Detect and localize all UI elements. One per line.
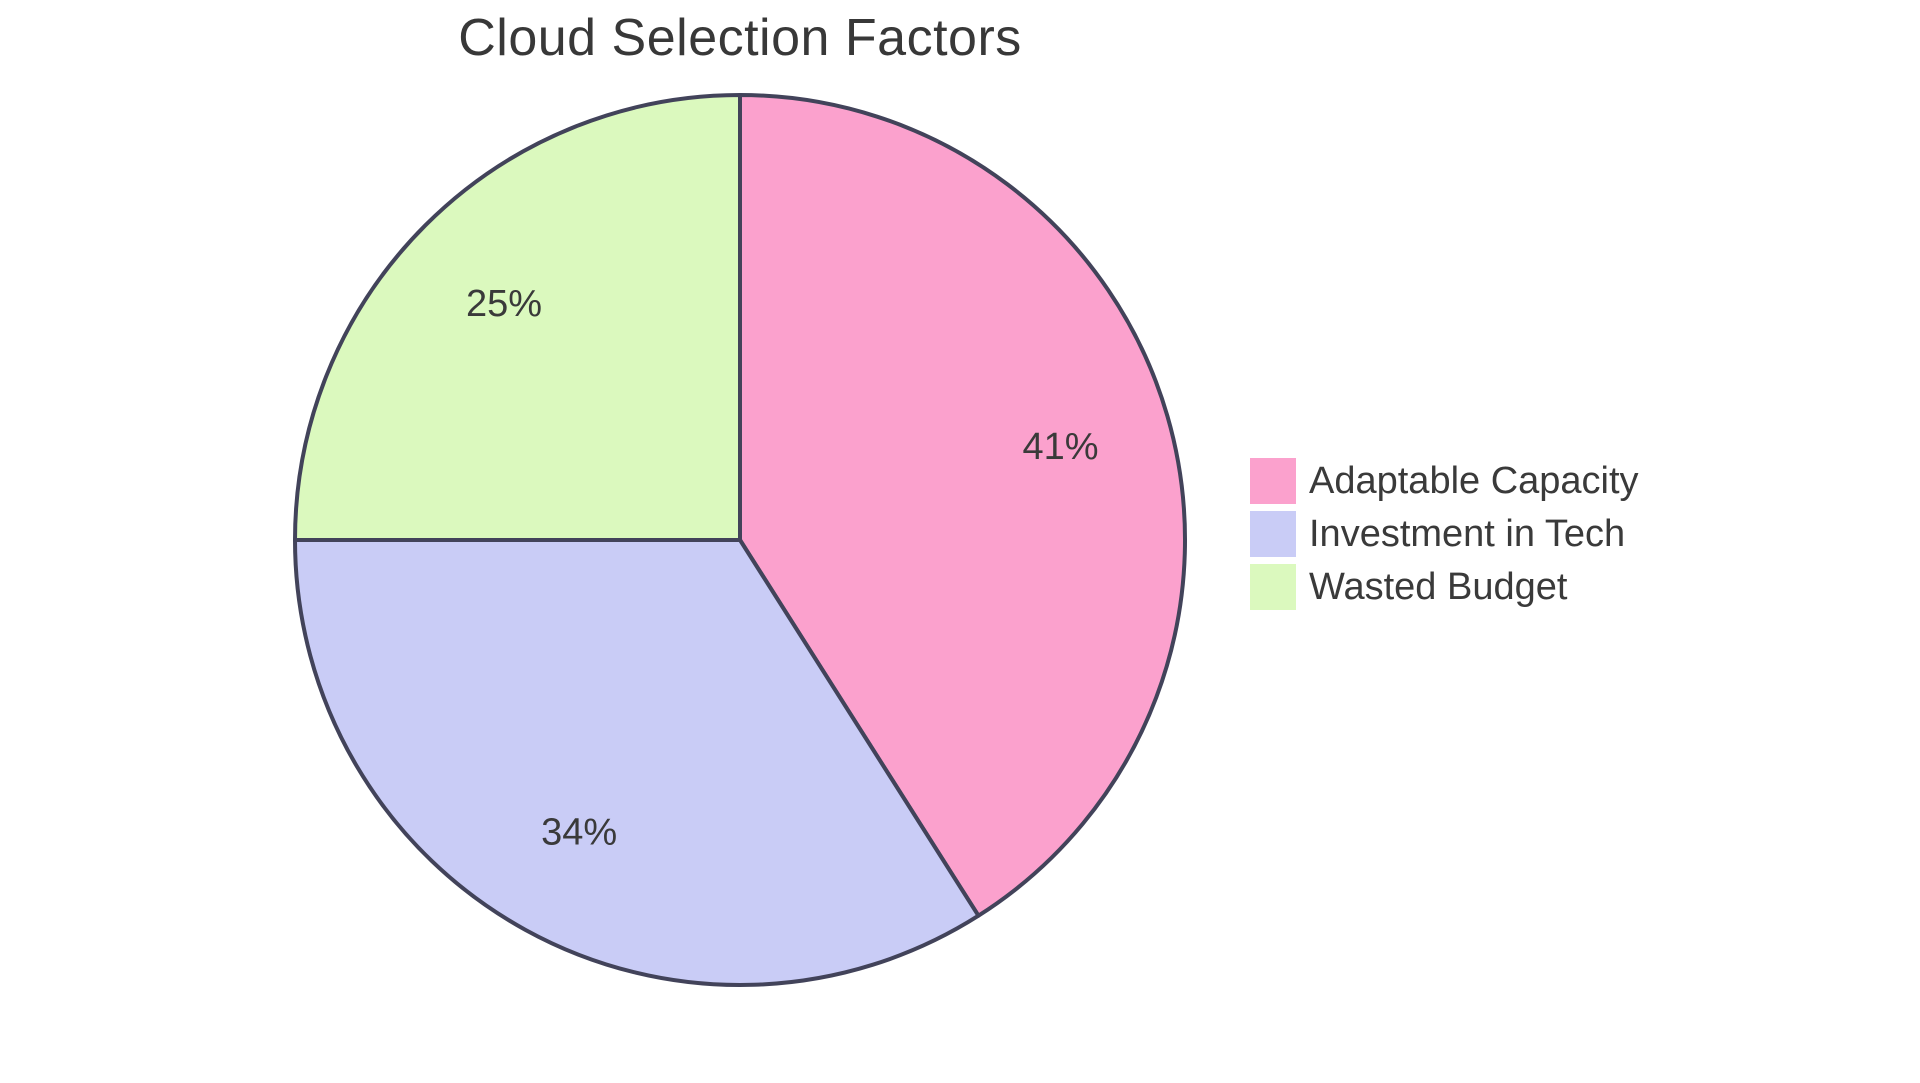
pie-slice-adaptable-capacity xyxy=(738,93,1187,918)
legend-label: Wasted Budget xyxy=(1309,566,1568,608)
legend-label: Adaptable Capacity xyxy=(1309,460,1639,502)
legend-swatch xyxy=(1250,564,1296,610)
legend-item: Adaptable Capacity xyxy=(1250,458,1639,504)
pie-slice-percentage-label: 34% xyxy=(541,812,617,854)
chart-title: Cloud Selection Factors xyxy=(458,9,1022,67)
pie-slice-wasted-budget xyxy=(293,93,742,542)
pie-slice-percentage-label: 41% xyxy=(1022,426,1098,468)
legend-item: Investment in Tech xyxy=(1250,511,1639,557)
legend-label: Investment in Tech xyxy=(1309,513,1626,555)
pie-slice-investment-in-tech xyxy=(293,538,981,987)
pie-slice-percentage-label: 25% xyxy=(466,283,542,325)
legend-item: Wasted Budget xyxy=(1250,564,1639,610)
legend-swatch xyxy=(1250,511,1296,557)
legend: Adaptable Capacity Investment in Tech Wast… xyxy=(1250,458,1639,617)
legend-swatch xyxy=(1250,458,1296,504)
